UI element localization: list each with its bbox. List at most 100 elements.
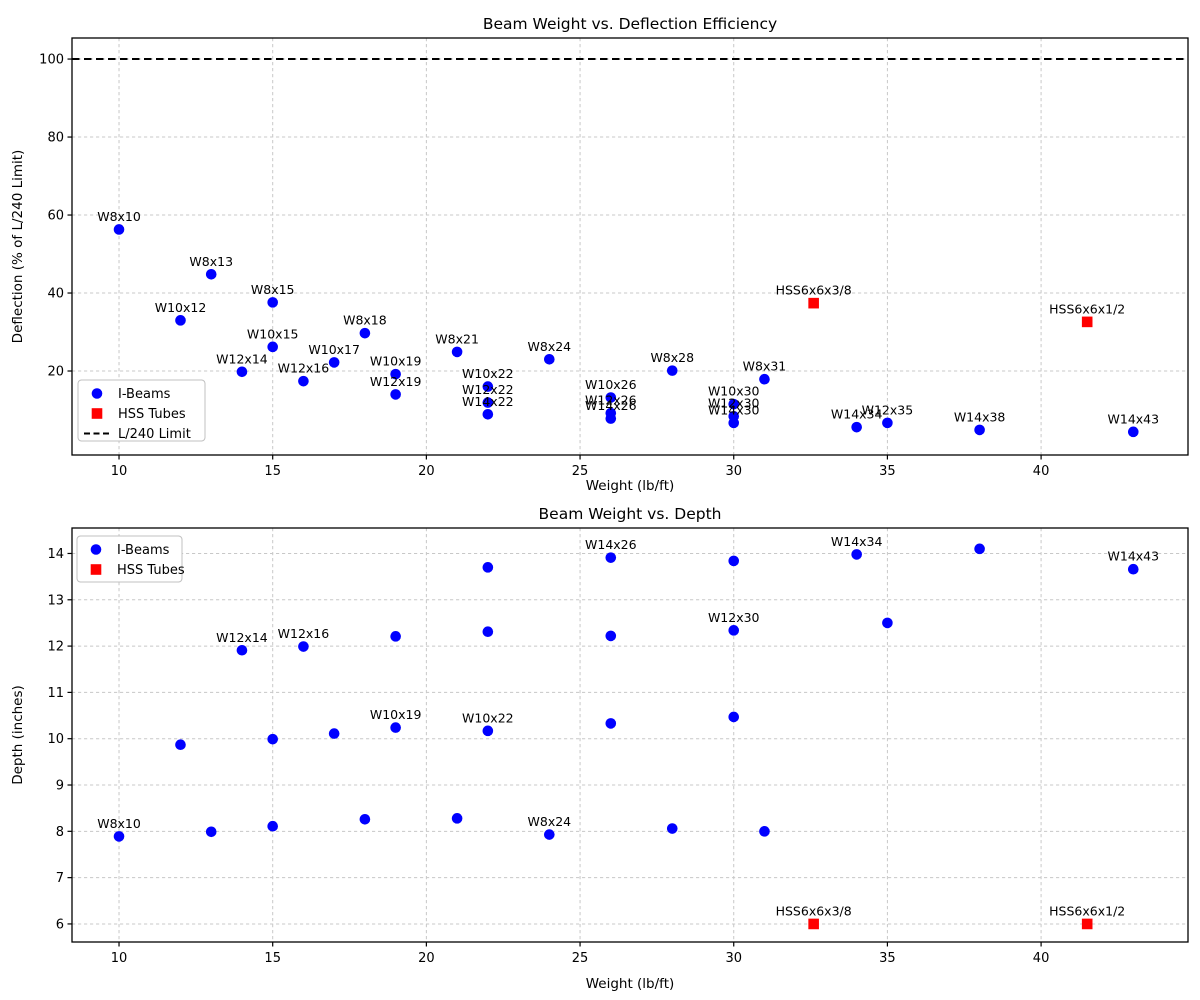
data-point-W8x10: [113, 831, 125, 842]
point-annotation: W12x26: [585, 393, 637, 408]
legend-marker-circle: [90, 544, 102, 555]
y-tick-label: 10: [47, 732, 64, 747]
y-tick-label: 80: [47, 131, 64, 146]
legend-label: HSS Tubes: [117, 563, 185, 578]
data-point-W8x24: [544, 354, 555, 365]
point-annotation: W12x16: [278, 361, 330, 376]
x-tick-label: 15: [264, 951, 281, 966]
data-point-W14x43: [1127, 426, 1139, 438]
data-point-W14x43: [1127, 563, 1139, 575]
point-annotation: W14x34: [831, 534, 883, 549]
point-annotation: W12x14: [216, 351, 268, 366]
data-point-W12x14: [236, 644, 248, 656]
point-annotation: W10x26: [585, 377, 637, 392]
data-point-W8x18: [359, 327, 371, 339]
point-annotation: W12x30: [708, 610, 760, 625]
point-annotation: W14x34: [831, 407, 883, 422]
y-tick-label: 20: [47, 365, 64, 380]
x-tick-label: 25: [572, 464, 589, 479]
data-point-HSS6x6x1/2: [1081, 316, 1093, 328]
data-point-W12x19: [390, 631, 401, 642]
data-point-W10x15: [267, 733, 279, 745]
point-annotation: W8x21: [435, 331, 479, 346]
y-tick-label: 14: [47, 547, 64, 562]
legend-marker-circle: [91, 388, 103, 399]
data-point-W10x30: [728, 398, 740, 410]
y-axis-label: Deflection (% of L/240 Limit): [10, 150, 26, 344]
data-point-W10x17: [328, 357, 340, 368]
point-annotation: HSS6x6x3/8: [776, 903, 852, 918]
data-point-HSS6x6x3/8: [808, 297, 819, 309]
point-annotation: W8x31: [743, 359, 787, 374]
point-annotation: W8x28: [650, 350, 694, 365]
data-point-W14x38: [974, 424, 985, 436]
x-tick-label: 20: [418, 464, 435, 479]
legend-label: L/240 Limit: [118, 427, 191, 442]
chart-depth: 10 15 20 25 30 35 40 6 7 8 9 10 11 12 13 14 W8x10 W12x14 W…: [10, 505, 1189, 992]
x-tick-label: 20: [418, 951, 435, 966]
legend-label: I-Beams: [118, 387, 171, 402]
point-annotation: HSS6x6x1/2: [1049, 903, 1125, 918]
legend-marker-square: [91, 408, 103, 419]
data-point-W12x22: [482, 626, 494, 638]
data-point-W10x17: [328, 728, 340, 739]
point-annotation: W12x22: [462, 382, 514, 397]
data-point-W8x28: [666, 365, 678, 376]
x-tick-label: 40: [1033, 464, 1050, 479]
data-point-W8x13: [205, 269, 217, 280]
data-point-W14x30: [728, 417, 740, 429]
point-annotation: HSS6x6x1/2: [1049, 301, 1125, 316]
legend-box: [76, 535, 183, 583]
point-annotation: W8x10: [97, 816, 141, 831]
data-point-W8x21: [451, 346, 463, 358]
data-point-W14x26: [605, 413, 617, 424]
data-point-HSS6x6x1/2: [1081, 918, 1093, 930]
point-annotation: W14x43: [1108, 411, 1160, 426]
point-annotation: W14x22: [462, 394, 514, 409]
data-point-W12x35: [882, 417, 893, 429]
y-tick-label: 13: [47, 593, 64, 608]
point-annotation: W8x24: [528, 814, 572, 829]
y-axis-label: Depth (inches): [10, 685, 26, 785]
chart-title: Beam Weight vs. Deflection Efficiency: [483, 15, 777, 33]
data-point-W12x16: [298, 375, 309, 387]
data-point-W14x26: [605, 552, 617, 563]
y-tick-label: 11: [47, 686, 64, 701]
data-point-W12x35: [882, 617, 893, 629]
data-point-HSS6x6x3/8: [808, 918, 819, 930]
y-tick-label: 40: [47, 287, 64, 302]
point-annotation: W10x22: [462, 366, 514, 381]
x-tick-label: 25: [572, 951, 589, 966]
data-point-W10x26: [605, 718, 617, 729]
data-point-W14x30: [728, 555, 740, 567]
data-point-W8x13: [205, 826, 217, 838]
y-tick-label: 9: [56, 779, 64, 794]
point-annotation: HSS6x6x3/8: [776, 283, 852, 298]
data-point-W8x15: [267, 297, 279, 308]
data-point-W12x16: [298, 641, 309, 652]
data-point-W8x18: [359, 813, 371, 825]
point-annotation: W12x30: [708, 396, 760, 411]
point-annotation: W14x30: [708, 402, 760, 417]
data-point-W8x24: [544, 829, 555, 840]
legend-label: I-Beams: [117, 543, 170, 558]
data-point-W8x10: [113, 224, 125, 235]
x-axis-label: Weight (lb/ft): [586, 478, 675, 494]
chart-title: Beam Weight vs. Depth: [539, 505, 722, 523]
y-tick-label: 60: [47, 209, 64, 224]
y-tick-label: 8: [56, 825, 64, 840]
chart-deflection: 10 15 20 25 30 35 40 20 40 60 80 100 W8x10 W10x12 W8x1…: [10, 15, 1189, 494]
data-point-W10x12: [175, 739, 186, 751]
point-annotation: W10x12: [155, 300, 207, 315]
plot-area-border: [71, 37, 1189, 456]
x-tick-label: 30: [725, 464, 742, 479]
point-annotation: W14x43: [1108, 549, 1160, 564]
data-point-W8x31: [759, 373, 770, 385]
data-point-W14x22: [482, 562, 494, 573]
point-annotation: W12x19: [370, 374, 422, 389]
point-annotation: W8x18: [343, 313, 387, 328]
data-point-W10x22: [482, 725, 494, 737]
data-point-W10x22: [482, 381, 494, 392]
